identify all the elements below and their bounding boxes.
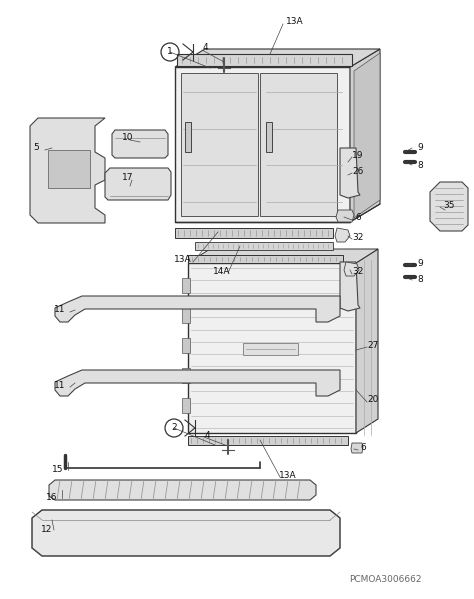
Polygon shape [32,510,340,556]
Text: 9: 9 [417,259,423,268]
Polygon shape [351,443,363,453]
Text: 16: 16 [46,492,58,501]
Text: 13A: 13A [174,256,192,265]
Polygon shape [335,228,350,242]
Bar [182,398,190,413]
Text: 32: 32 [352,268,364,277]
Text: 8: 8 [417,161,423,170]
Bar [188,255,343,263]
Bar [260,73,337,216]
Polygon shape [30,118,105,223]
Text: 13A: 13A [286,17,304,26]
Text: 19: 19 [352,150,364,159]
Bar [181,73,258,216]
Polygon shape [112,130,168,158]
Bar [188,263,356,433]
Text: PCMOA3006662: PCMOA3006662 [349,576,421,585]
Text: 11: 11 [54,305,66,314]
Text: 4: 4 [202,43,208,52]
Text: 35: 35 [443,201,455,210]
Polygon shape [266,122,272,152]
Bar [182,368,190,383]
Polygon shape [430,182,468,231]
Text: 26: 26 [352,167,364,176]
Text: 5: 5 [33,143,39,152]
Text: 9: 9 [417,144,423,153]
Polygon shape [344,262,359,276]
Text: 15: 15 [52,464,64,473]
Text: 6: 6 [360,443,366,452]
Bar [243,343,298,355]
Bar [175,67,350,222]
Polygon shape [336,210,354,222]
Text: 11: 11 [54,380,66,389]
Polygon shape [175,49,380,67]
Polygon shape [55,296,340,322]
Polygon shape [356,249,378,433]
Bar [188,436,348,445]
Text: 8: 8 [417,276,423,285]
Text: 13A: 13A [279,471,297,480]
Polygon shape [185,122,191,152]
Text: 17: 17 [122,174,134,183]
Bar [182,308,190,323]
Polygon shape [55,370,340,396]
Bar [182,278,190,293]
Bar [177,54,352,66]
Text: 4: 4 [204,431,210,440]
Text: 14A: 14A [213,267,231,276]
Text: 20: 20 [367,395,379,404]
Text: 1: 1 [167,47,173,56]
Text: 12: 12 [41,525,53,534]
Text: 6: 6 [355,213,361,222]
Polygon shape [340,148,360,198]
Text: 27: 27 [367,340,379,349]
Bar [195,242,333,250]
Text: 10: 10 [122,134,134,143]
Polygon shape [188,249,378,263]
Bar [175,228,333,238]
Polygon shape [340,262,360,311]
Polygon shape [350,49,380,222]
Text: 32: 32 [352,232,364,241]
Bar [48,150,90,188]
Text: 2: 2 [171,423,177,432]
Bar [182,338,190,353]
Polygon shape [105,168,171,200]
Polygon shape [354,53,380,218]
Polygon shape [49,480,316,500]
